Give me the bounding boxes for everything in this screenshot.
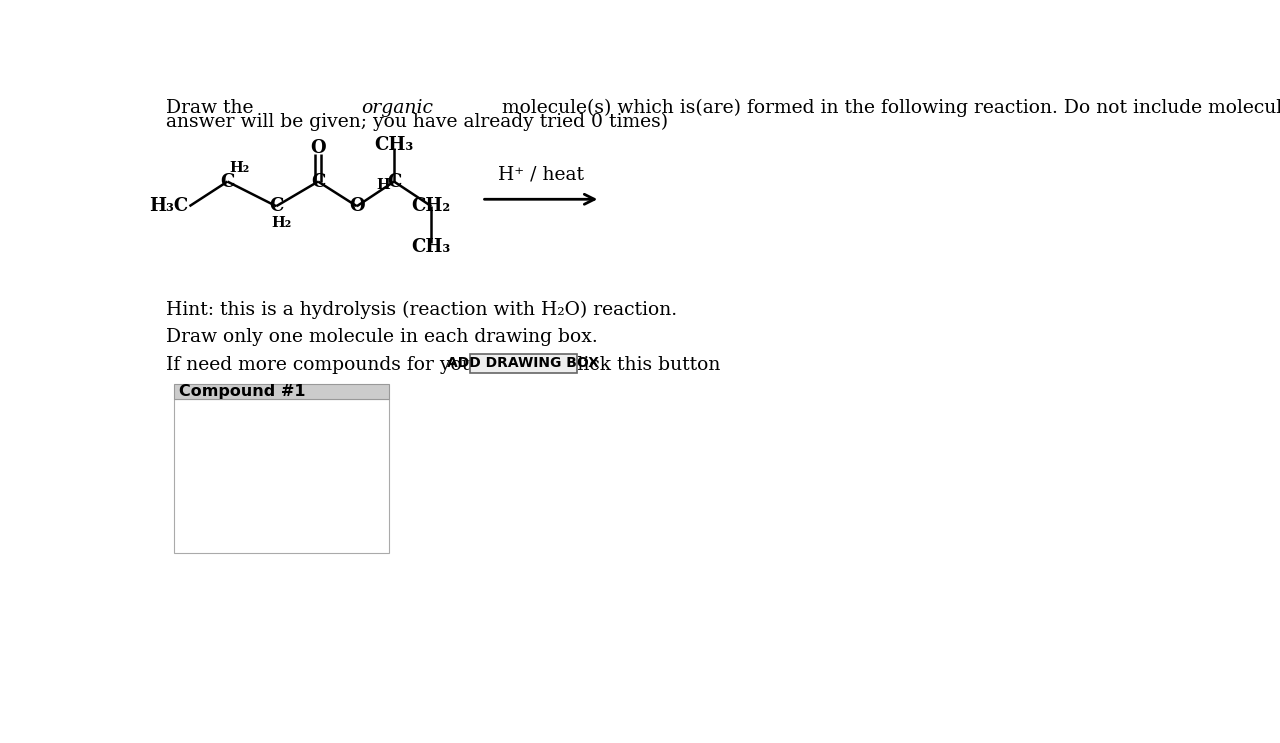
Text: Hint: this is a hydrolysis (reaction with H₂O) reaction.: Hint: this is a hydrolysis (reaction wit… — [166, 301, 677, 319]
Text: H₂: H₂ — [229, 161, 250, 175]
Text: CH₂: CH₂ — [412, 197, 451, 215]
Bar — [174, 400, 389, 554]
Text: C: C — [387, 172, 401, 190]
Text: CH₃: CH₃ — [412, 238, 451, 256]
Text: answer will be given; you have already tried 0 times): answer will be given; you have already t… — [166, 112, 668, 131]
Text: O: O — [310, 140, 326, 158]
Text: H₂: H₂ — [271, 216, 292, 230]
Text: H⁺ / heat: H⁺ / heat — [498, 166, 584, 184]
Text: molecule(s) which is(are) formed in the following reaction. Do not include molec: molecule(s) which is(are) formed in the … — [495, 99, 1280, 117]
Bar — [470, 354, 577, 372]
Text: C: C — [269, 197, 283, 215]
Text: If need more compounds for your answer, click this button: If need more compounds for your answer, … — [166, 357, 721, 374]
Bar — [174, 384, 389, 400]
Text: ADD DRAWING BOX: ADD DRAWING BOX — [448, 357, 599, 370]
Text: Draw only one molecule in each drawing box.: Draw only one molecule in each drawing b… — [166, 328, 598, 345]
Text: CH₃: CH₃ — [375, 137, 413, 155]
Text: C: C — [220, 172, 234, 190]
Text: C: C — [311, 172, 325, 190]
Text: O: O — [349, 197, 365, 215]
Text: H: H — [376, 178, 390, 192]
Text: Draw the: Draw the — [166, 99, 260, 117]
Text: Compound #1: Compound #1 — [179, 384, 305, 399]
Text: organic: organic — [361, 99, 433, 117]
Text: H₃C: H₃C — [148, 197, 188, 215]
